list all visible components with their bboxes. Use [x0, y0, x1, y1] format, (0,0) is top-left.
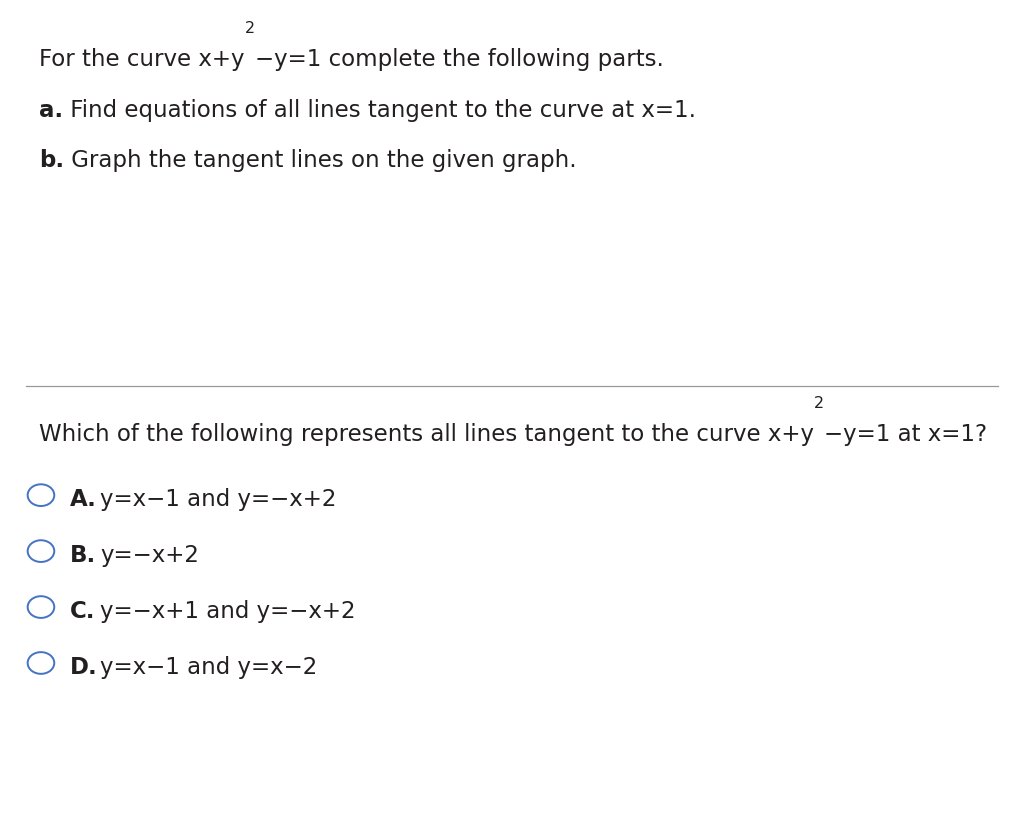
- Text: y=−x+1 and y=−x+2: y=−x+1 and y=−x+2: [100, 600, 356, 624]
- Text: For the curve x+y: For the curve x+y: [39, 48, 245, 72]
- Text: Find equations of all lines tangent to the curve at x=1.: Find equations of all lines tangent to t…: [63, 99, 696, 122]
- Text: 2: 2: [814, 397, 824, 412]
- Text: y=x−1 and y=x−2: y=x−1 and y=x−2: [100, 656, 317, 680]
- Text: −y=1 complete the following parts.: −y=1 complete the following parts.: [255, 48, 664, 72]
- Text: b.: b.: [39, 149, 65, 172]
- Text: D.: D.: [70, 656, 97, 680]
- Text: Graph the tangent lines on the given graph.: Graph the tangent lines on the given gra…: [65, 149, 577, 172]
- Text: 2: 2: [245, 22, 255, 37]
- Text: Which of the following represents all lines tangent to the curve x+y: Which of the following represents all li…: [39, 423, 814, 447]
- Text: B.: B.: [70, 544, 96, 568]
- Text: A.: A.: [70, 488, 96, 512]
- Text: y=−x+2: y=−x+2: [100, 544, 200, 568]
- Text: y=x−1 and y=−x+2: y=x−1 and y=−x+2: [100, 488, 337, 512]
- Text: −y=1 at x=1?: −y=1 at x=1?: [824, 423, 987, 447]
- Text: a.: a.: [39, 99, 63, 122]
- Text: C.: C.: [70, 600, 95, 624]
